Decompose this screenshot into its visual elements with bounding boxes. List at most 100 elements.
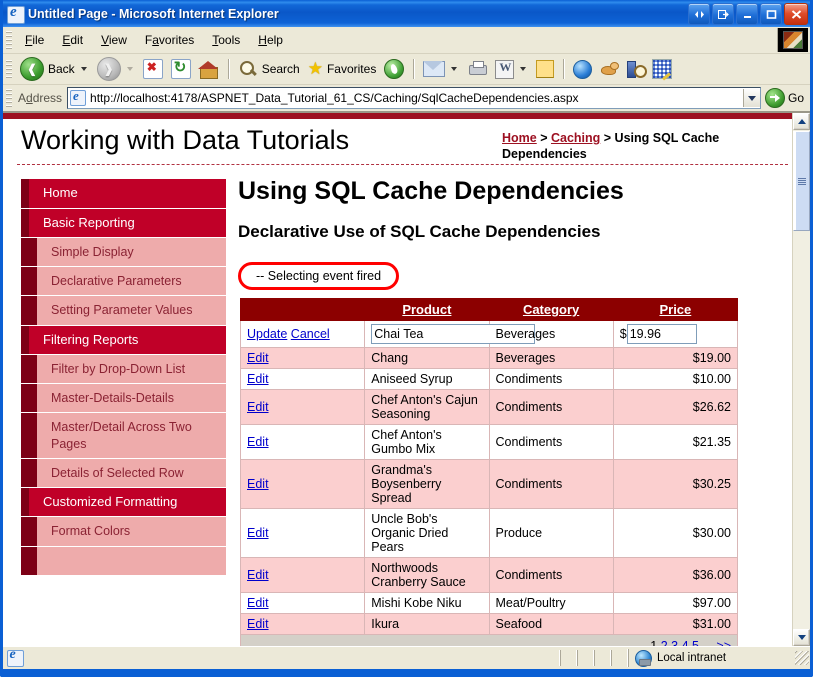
edit-link[interactable]: Edit <box>247 568 269 583</box>
messenger-globe-button[interactable] <box>569 57 596 81</box>
address-input[interactable]: http://localhost:4178/ASPNET_Data_Tutori… <box>67 87 761 109</box>
mail-dropdown-icon[interactable] <box>451 67 458 71</box>
toolbar-gripper[interactable] <box>6 60 12 78</box>
product-cell: Northwoods Cranberry Sauce <box>364 557 490 594</box>
sidebar-item-master-detail-across-two-pages[interactable]: Master/Detail Across Two Pages <box>21 413 226 459</box>
restore-window-icon[interactable] <box>712 3 734 25</box>
edit-link[interactable]: Edit <box>247 596 269 611</box>
sidebar-item-format-colors[interactable]: Format Colors <box>21 517 226 547</box>
menu-tools[interactable]: Tools <box>212 33 241 47</box>
status-bar: Local intranet <box>3 646 810 669</box>
address-gripper[interactable] <box>6 89 12 107</box>
refresh-button[interactable] <box>167 57 195 81</box>
forward-dropdown-icon[interactable] <box>126 67 133 71</box>
sidebar-item-home[interactable]: Home <box>21 179 226 209</box>
resize-grip[interactable] <box>795 651 809 665</box>
product-cell: Chang <box>364 347 490 370</box>
edit-link[interactable]: Edit <box>247 372 269 387</box>
sidebar-item-simple-display[interactable]: Simple Display <box>21 237 226 267</box>
pager-page-5[interactable]: 5 <box>692 639 699 646</box>
column-header-price[interactable]: Price <box>612 298 739 322</box>
messenger-button[interactable] <box>596 57 622 81</box>
table-row: Edit Chang Beverages $19.00 <box>239 347 739 370</box>
sidebar-item-master-details-details[interactable]: Master-Details-Details <box>21 384 226 414</box>
pager-page-3[interactable]: 3 <box>671 639 678 646</box>
price-input[interactable] <box>626 324 697 345</box>
restore-split-icon[interactable] <box>688 3 710 25</box>
product-cell: Mishi Kobe Niku <box>364 592 490 615</box>
edit-word-button[interactable] <box>491 57 532 81</box>
product-cell: Grandma's Boysenberry Spread <box>364 459 490 510</box>
scroll-up-icon[interactable] <box>793 113 810 130</box>
close-icon[interactable] <box>784 3 808 25</box>
security-zone[interactable]: Local intranet <box>628 649 810 667</box>
maximize-icon[interactable] <box>760 3 782 25</box>
sidebar-item-details-of-selected-row[interactable]: Details of Selected Row <box>21 458 226 488</box>
edit-dropdown-icon[interactable] <box>520 67 527 71</box>
stop-button[interactable] <box>139 57 167 81</box>
developer-button[interactable] <box>648 57 676 81</box>
pager-ellipsis[interactable]: ... <box>702 639 712 646</box>
sidebar-item-basic-reporting[interactable]: Basic Reporting <box>21 208 226 238</box>
sidebar-item-filter-by-drop-down-list[interactable]: Filter by Drop-Down List <box>21 354 226 384</box>
star-icon: ★ <box>307 59 323 78</box>
media-button[interactable] <box>380 57 408 81</box>
menu-help[interactable]: Help <box>258 33 283 47</box>
edit-link[interactable]: Edit <box>247 435 269 450</box>
scrollbar-thumb[interactable] <box>793 131 810 231</box>
page-icon <box>70 90 87 106</box>
page-viewport: Working with Data Tutorials Home > Cachi… <box>3 112 810 646</box>
sidebar-item-declarative-parameters[interactable]: Declarative Parameters <box>21 267 226 297</box>
print-button[interactable] <box>463 57 491 81</box>
menu-favorites[interactable]: Favorites <box>144 33 195 47</box>
page-body: Home Basic Reporting Simple Display Decl… <box>3 165 792 646</box>
mail-button[interactable] <box>419 57 463 81</box>
mail-icon <box>423 61 446 77</box>
edit-link[interactable]: Edit <box>247 617 269 632</box>
vertical-scrollbar[interactable] <box>792 113 810 646</box>
product-cell: Chef Anton's Cajun Seasoning <box>364 389 490 426</box>
product-name-input[interactable] <box>371 324 536 345</box>
sidebar-nav: Home Basic Reporting Simple Display Decl… <box>3 165 226 646</box>
edit-link[interactable]: Edit <box>247 351 269 366</box>
forward-button[interactable]: ❱ <box>93 57 139 81</box>
table-row: Edit Grandma's Boysenberry Spread Condim… <box>239 459 739 510</box>
menu-file[interactable]: File <box>25 33 45 47</box>
search-button[interactable]: Search <box>234 57 304 81</box>
column-header-category[interactable]: Category <box>488 298 614 322</box>
update-link[interactable]: Update <box>247 327 288 342</box>
research-button[interactable] <box>622 57 648 81</box>
go-button[interactable]: Go <box>761 88 808 108</box>
breadcrumb-caching-link[interactable]: Caching <box>550 131 601 145</box>
pager-next[interactable]: >> <box>716 639 731 646</box>
menu-view[interactable]: View <box>101 33 127 47</box>
column-header-product[interactable]: Product <box>364 298 490 322</box>
status-page-icon <box>3 649 27 667</box>
price-cell: $30.00 <box>612 508 739 559</box>
pager-page-2[interactable]: 2 <box>661 639 668 646</box>
favorites-button[interactable]: ★ Favorites <box>304 57 381 81</box>
cancel-link[interactable]: Cancel <box>290 327 330 342</box>
edit-link[interactable]: Edit <box>247 526 269 541</box>
notes-button[interactable] <box>532 57 558 81</box>
sidebar-item-partial[interactable] <box>21 546 226 576</box>
back-button[interactable]: ❰ Back <box>16 57 93 81</box>
address-dropdown-icon[interactable] <box>742 89 760 107</box>
pager-page-4[interactable]: 4 <box>682 639 689 646</box>
messenger-icon <box>600 61 620 77</box>
menu-edit[interactable]: Edit <box>62 33 84 47</box>
product-cell: Aniseed Syrup <box>364 368 490 391</box>
back-dropdown-icon[interactable] <box>80 67 87 71</box>
edit-link[interactable]: Edit <box>247 400 269 415</box>
home-button[interactable] <box>195 57 223 81</box>
minimize-icon[interactable] <box>736 3 758 25</box>
sidebar-item-filtering-reports[interactable]: Filtering Reports <box>21 325 226 355</box>
toolbar-separator <box>227 59 229 79</box>
edit-link[interactable]: Edit <box>247 477 269 492</box>
menu-gripper[interactable] <box>6 31 12 49</box>
scroll-down-icon[interactable] <box>793 629 810 646</box>
sidebar-item-customized-formatting[interactable]: Customized Formatting <box>21 488 226 518</box>
status-segment <box>611 650 628 666</box>
breadcrumb-home-link[interactable]: Home <box>502 131 537 145</box>
sidebar-item-setting-parameter-values[interactable]: Setting Parameter Values <box>21 296 226 326</box>
